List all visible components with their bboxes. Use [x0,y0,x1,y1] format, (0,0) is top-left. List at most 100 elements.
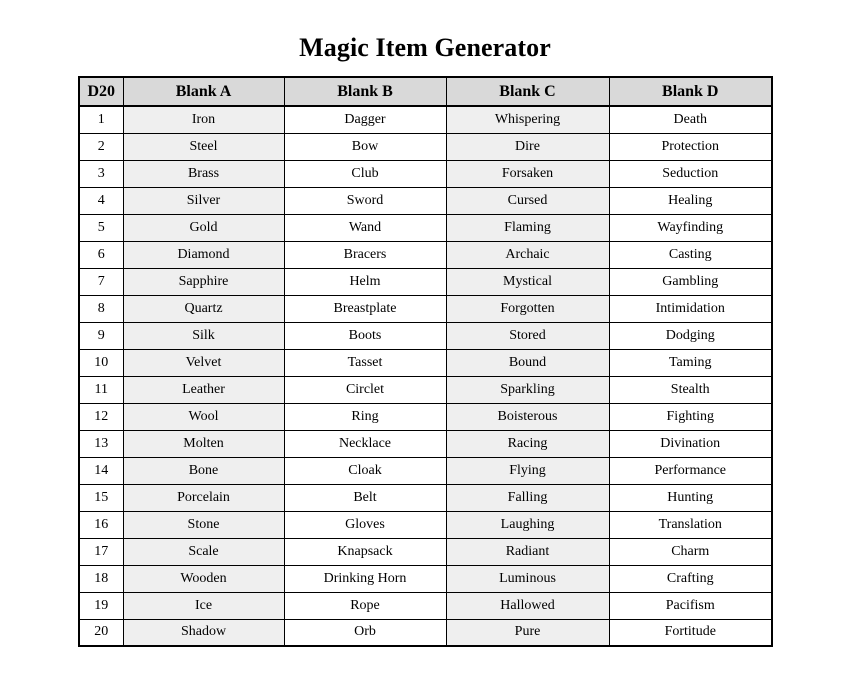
cell-blank-a: Ice [123,592,285,620]
cell-blank-c: Cursed [446,187,610,215]
column-header-blank-b[interactable]: Blank B [284,77,447,107]
cell-roll-value: 15 [79,484,124,512]
cell-blank-c: Whispering [446,106,610,134]
cell-roll-value: 14 [79,457,124,485]
cell-blank-b: Ring [284,403,447,431]
cell-roll-value: 12 [79,403,124,431]
table-row: 12 Wool Ring Boisterous Fighting [79,403,772,431]
table-row: 16 Stone Gloves Laughing Translation [79,511,772,539]
cell-blank-d: Dodging [609,322,772,350]
table-row: 4 Silver Sword Cursed Healing [79,187,772,215]
cell-roll-value: 17 [79,538,124,566]
cell-blank-a: Brass [123,160,285,188]
cell-blank-b: Wand [284,214,447,242]
cell-blank-b: Bracers [284,241,447,269]
table-row: 1 Iron Dagger Whispering Death [79,106,772,134]
cell-blank-d: Stealth [609,376,772,404]
cell-blank-a: Wooden [123,565,285,593]
cell-blank-b: Club [284,160,447,188]
cell-blank-b: Knapsack [284,538,447,566]
table-row: 20 Shadow Orb Pure Fortitude [79,619,772,646]
cell-blank-d: Intimidation [609,295,772,323]
cell-blank-a: Iron [123,106,285,134]
cell-blank-b: Necklace [284,430,447,458]
cell-blank-b: Tasset [284,349,447,377]
table-row: 18 Wooden Drinking Horn Luminous Crafting [79,565,772,593]
table-row: 5 Gold Wand Flaming Wayfinding [79,214,772,242]
cell-blank-c: Forgotten [446,295,610,323]
column-header-blank-a[interactable]: Blank A [123,77,285,107]
cell-blank-a: Gold [123,214,285,242]
cell-blank-c: Bound [446,349,610,377]
cell-blank-b: Dagger [284,106,447,134]
table-row: 6 Diamond Bracers Archaic Casting [79,241,772,269]
cell-blank-c: Falling [446,484,610,512]
cell-blank-b: Orb [284,619,447,646]
cell-roll-value: 16 [79,511,124,539]
cell-blank-a: Scale [123,538,285,566]
cell-blank-a: Quartz [123,295,285,323]
cell-blank-c: Racing [446,430,610,458]
cell-roll-value: 7 [79,268,124,296]
table-row: 10 Velvet Tasset Bound Taming [79,349,772,377]
cell-blank-d: Protection [609,133,772,161]
table-row: 15 Porcelain Belt Falling Hunting [79,484,772,512]
cell-roll-value: 5 [79,214,124,242]
cell-blank-d: Pacifism [609,592,772,620]
cell-blank-d: Charm [609,538,772,566]
cell-blank-b: Drinking Horn [284,565,447,593]
cell-blank-d: Fighting [609,403,772,431]
cell-blank-c: Sparkling [446,376,610,404]
table-header-row: D20 Blank A Blank B Blank C Blank D [79,77,772,107]
cell-blank-c: Flaming [446,214,610,242]
table-row: 8 Quartz Breastplate Forgotten Intimidation [79,295,772,323]
cell-blank-d: Hunting [609,484,772,512]
table-body: 1 Iron Dagger Whispering Death 2 Steel Bow Dire P… [79,106,772,646]
cell-blank-a: Porcelain [123,484,285,512]
page-title: Magic Item Generator [299,33,551,62]
cell-blank-b: Circlet [284,376,447,404]
cell-blank-c: Dire [446,133,610,161]
column-header-d20[interactable]: D20 [79,77,124,107]
magic-item-table-container: D20 Blank A Blank B Blank C Blank D 1 Iron Dag… [78,76,773,647]
cell-blank-a: Silver [123,187,285,215]
cell-roll-value: 18 [79,565,124,593]
cell-blank-d: Wayfinding [609,214,772,242]
cell-blank-a: Bone [123,457,285,485]
cell-blank-c: Flying [446,457,610,485]
cell-blank-a: Silk [123,322,285,350]
table-row: 2 Steel Bow Dire Protection [79,133,772,161]
cell-roll-value: 11 [79,376,124,404]
cell-blank-a: Stone [123,511,285,539]
column-header-blank-c[interactable]: Blank C [446,77,610,107]
table-row: 17 Scale Knapsack Radiant Charm [79,538,772,566]
cell-roll-value: 4 [79,187,124,215]
cell-blank-a: Molten [123,430,285,458]
cell-blank-d: Seduction [609,160,772,188]
cell-blank-a: Shadow [123,619,285,646]
table-row: 7 Sapphire Helm Mystical Gambling [79,268,772,296]
cell-roll-value: 20 [79,619,124,646]
cell-blank-b: Cloak [284,457,447,485]
cell-roll-value: 6 [79,241,124,269]
cell-blank-d: Casting [609,241,772,269]
column-header-blank-d[interactable]: Blank D [609,77,772,107]
cell-blank-c: Pure [446,619,610,646]
table-row: 13 Molten Necklace Racing Divination [79,430,772,458]
cell-blank-d: Taming [609,349,772,377]
cell-blank-d: Crafting [609,565,772,593]
cell-blank-b: Belt [284,484,447,512]
cell-blank-b: Bow [284,133,447,161]
table-row: 11 Leather Circlet Sparkling Stealth [79,376,772,404]
cell-blank-c: Radiant [446,538,610,566]
cell-roll-value: 3 [79,160,124,188]
table-row: 19 Ice Rope Hallowed Pacifism [79,592,772,620]
cell-blank-a: Diamond [123,241,285,269]
cell-blank-b: Gloves [284,511,447,539]
cell-roll-value: 2 [79,133,124,161]
cell-blank-a: Steel [123,133,285,161]
table-header: D20 Blank A Blank B Blank C Blank D [79,77,772,107]
cell-roll-value: 1 [79,106,124,134]
magic-item-table: D20 Blank A Blank B Blank C Blank D 1 Iron Dag… [78,76,773,647]
cell-blank-a: Sapphire [123,268,285,296]
